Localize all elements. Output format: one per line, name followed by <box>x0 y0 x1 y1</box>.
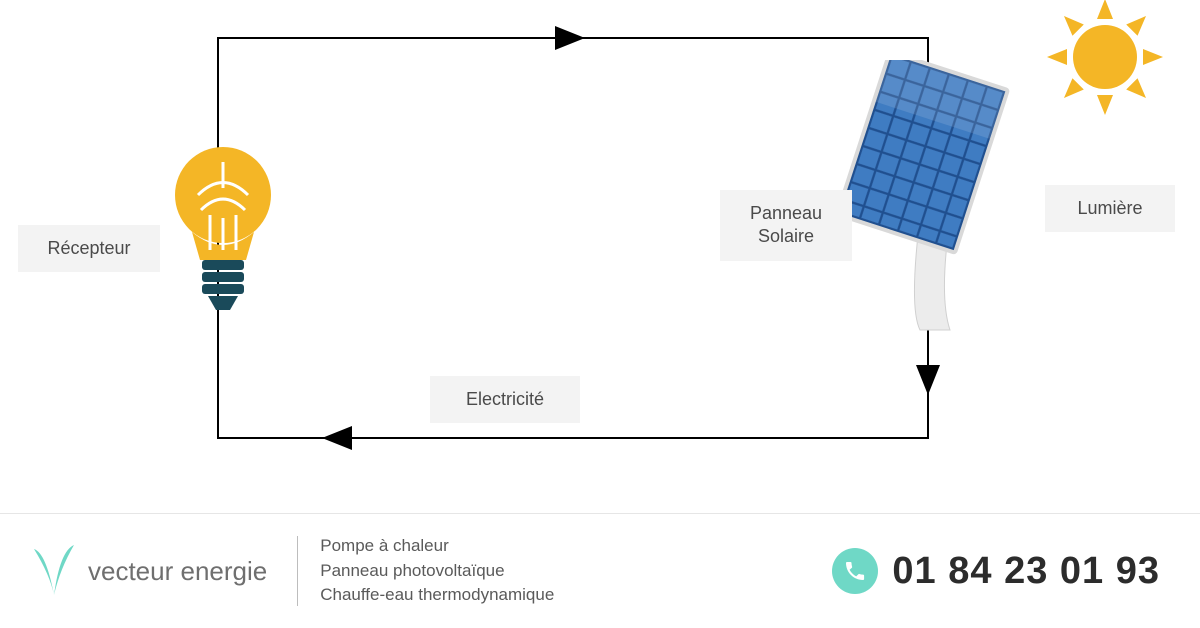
footer: vecteur energie Pompe à chaleur Panneau … <box>0 513 1200 628</box>
services-list: Pompe à chaleur Panneau photovoltaïque C… <box>320 534 554 608</box>
label-panneau: Panneau Solaire <box>720 190 852 261</box>
phone-icon <box>832 548 878 594</box>
diagram-stage: Récepteur Panneau Solaire Lumière Electr… <box>0 0 1200 628</box>
footer-divider <box>297 536 298 606</box>
sun-icon <box>1040 0 1170 122</box>
logo-text: vecteur energie <box>88 556 267 587</box>
label-recepteur: Récepteur <box>18 225 160 272</box>
service-item: Panneau photovoltaïque <box>320 559 554 584</box>
lightbulb-icon <box>168 140 278 320</box>
service-item: Pompe à chaleur <box>320 534 554 559</box>
phone: 01 84 23 01 93 <box>832 548 1160 594</box>
logo-icon <box>30 545 78 597</box>
phone-number: 01 84 23 01 93 <box>892 550 1160 593</box>
logo: vecteur energie <box>30 545 267 597</box>
service-item: Chauffe-eau thermodynamique <box>320 583 554 608</box>
label-lumiere: Lumière <box>1045 185 1175 232</box>
label-electricite: Electricité <box>430 376 580 423</box>
solar-panel-icon <box>830 60 1020 340</box>
